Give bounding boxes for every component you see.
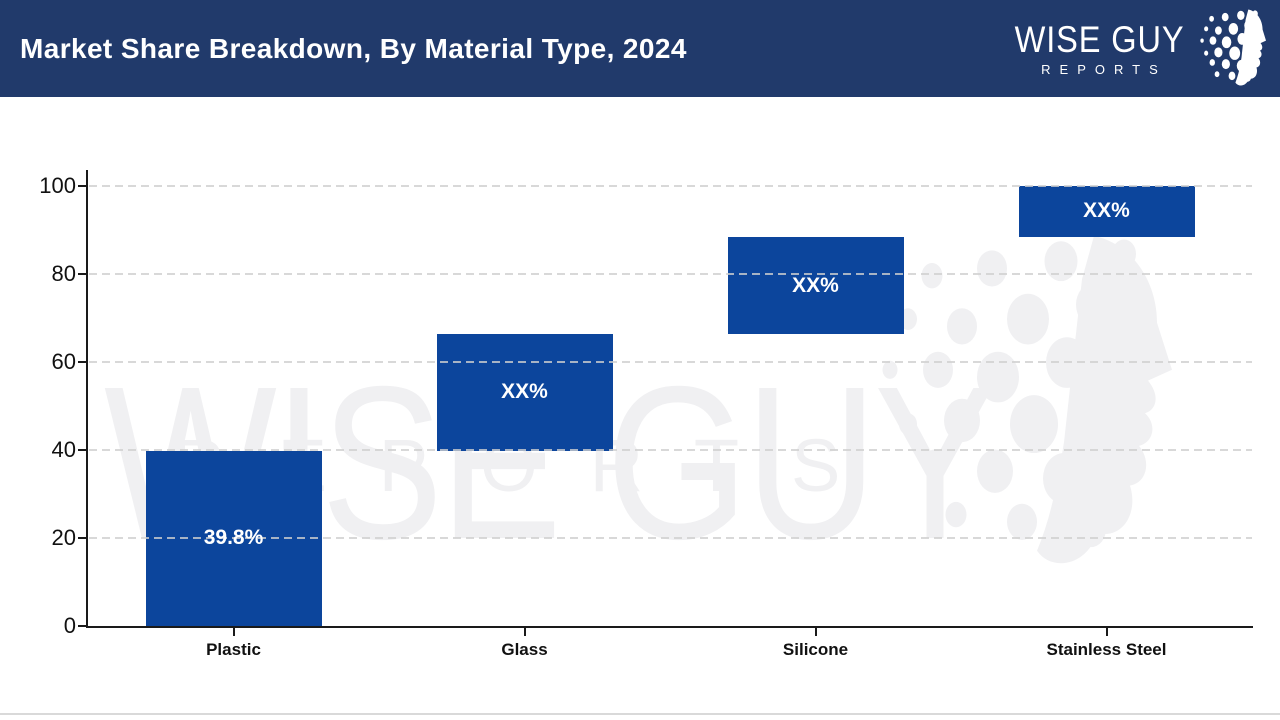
y-tick-label: 40	[51, 436, 76, 462]
x-tick-mark	[1105, 628, 1108, 636]
page-title: Market Share Breakdown, By Material Type…	[20, 32, 687, 64]
bar-silicone	[727, 237, 904, 334]
x-axis-line	[86, 626, 1253, 628]
x-tick-mark	[523, 628, 526, 636]
logo-wordmark: WISE GUY	[1014, 18, 1185, 60]
y-tick-label: 20	[51, 524, 76, 550]
gridline	[89, 448, 1252, 451]
bar-value-label: 39.8%	[203, 526, 264, 550]
y-tick-mark	[78, 536, 86, 539]
category-label: Glass	[501, 640, 548, 659]
bar-value-label: XX%	[1083, 199, 1130, 223]
y-tick-mark	[78, 272, 86, 275]
y-tick-mark	[78, 448, 86, 451]
gridline	[89, 536, 1252, 539]
y-tick-mark	[78, 184, 86, 187]
y-tick-label: 80	[51, 260, 76, 286]
bar-value-label: XX%	[501, 380, 548, 404]
gridline	[89, 184, 1252, 187]
bar-stainless-steel	[1018, 185, 1195, 238]
bar-glass	[436, 333, 613, 451]
footer-divider	[0, 713, 1280, 715]
header: Market Share Breakdown, By Material Type…	[0, 0, 1280, 97]
x-tick-mark	[232, 628, 235, 636]
y-tick-label: 60	[51, 348, 76, 374]
y-axis-line	[86, 170, 88, 628]
logo-text: WISE GUY REPORTS	[1003, 21, 1196, 77]
gridline	[89, 360, 1252, 363]
category-label: Plastic	[206, 640, 261, 659]
chart-area: WISE GUY REPORTS 0 20 40 60 80 100 39.8% Plasti…	[0, 97, 1280, 720]
y-tick-mark	[78, 360, 86, 363]
gridline	[89, 272, 1252, 275]
y-tick-mark	[78, 625, 86, 627]
y-tick-label: 100	[39, 172, 76, 198]
wiseguy-face-icon	[1198, 7, 1266, 91]
y-tick-label: 0	[63, 613, 76, 638]
category-label: Silicone	[782, 640, 849, 659]
category-label: Stainless Steel	[1046, 640, 1167, 659]
wiseguy-logo: WISE GUY REPORTS	[1003, 7, 1266, 91]
x-tick-mark	[814, 628, 817, 636]
watermark-face-icon	[872, 225, 1172, 587]
logo-subtext: REPORTS	[1041, 61, 1167, 77]
bar-value-label: XX%	[792, 273, 839, 297]
